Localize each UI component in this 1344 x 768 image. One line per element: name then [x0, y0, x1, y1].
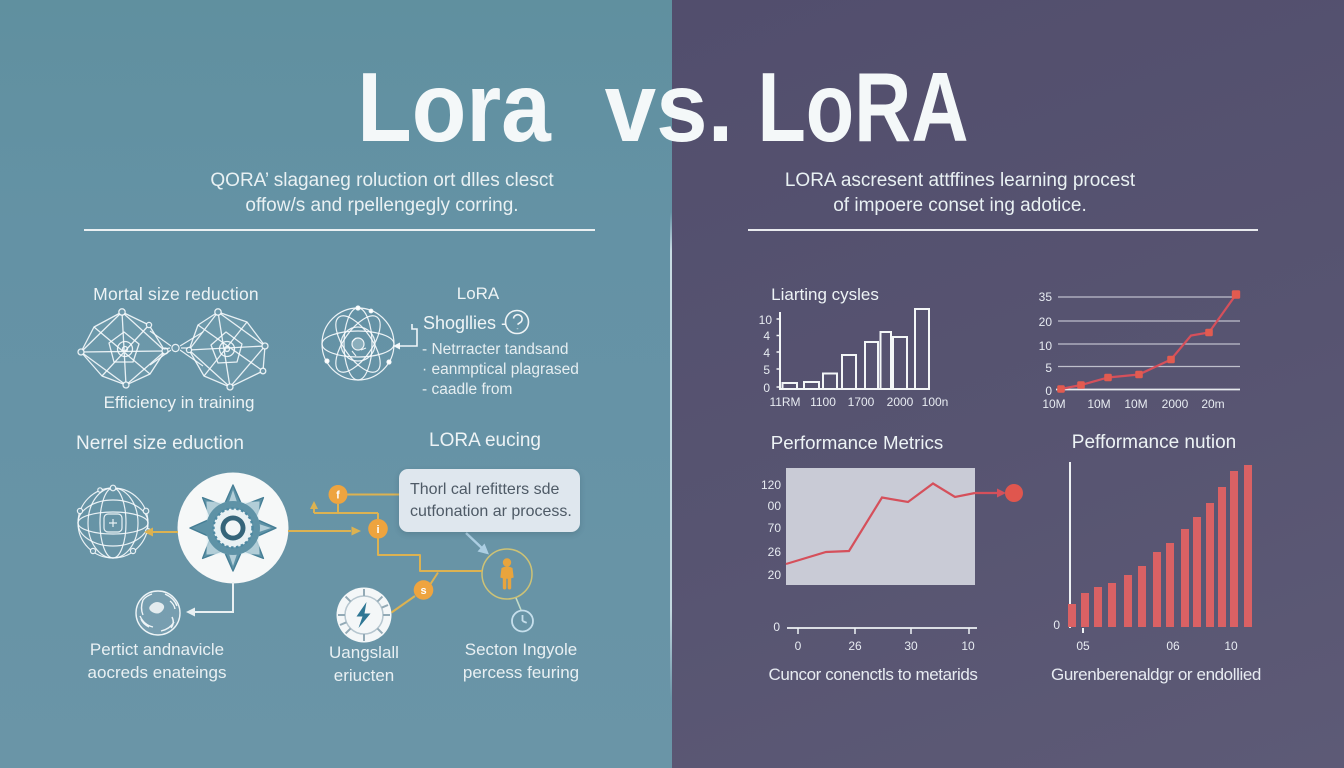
svg-text:s: s [420, 585, 426, 597]
svg-text:f: f [336, 490, 340, 502]
svg-text:i: i [376, 524, 379, 536]
